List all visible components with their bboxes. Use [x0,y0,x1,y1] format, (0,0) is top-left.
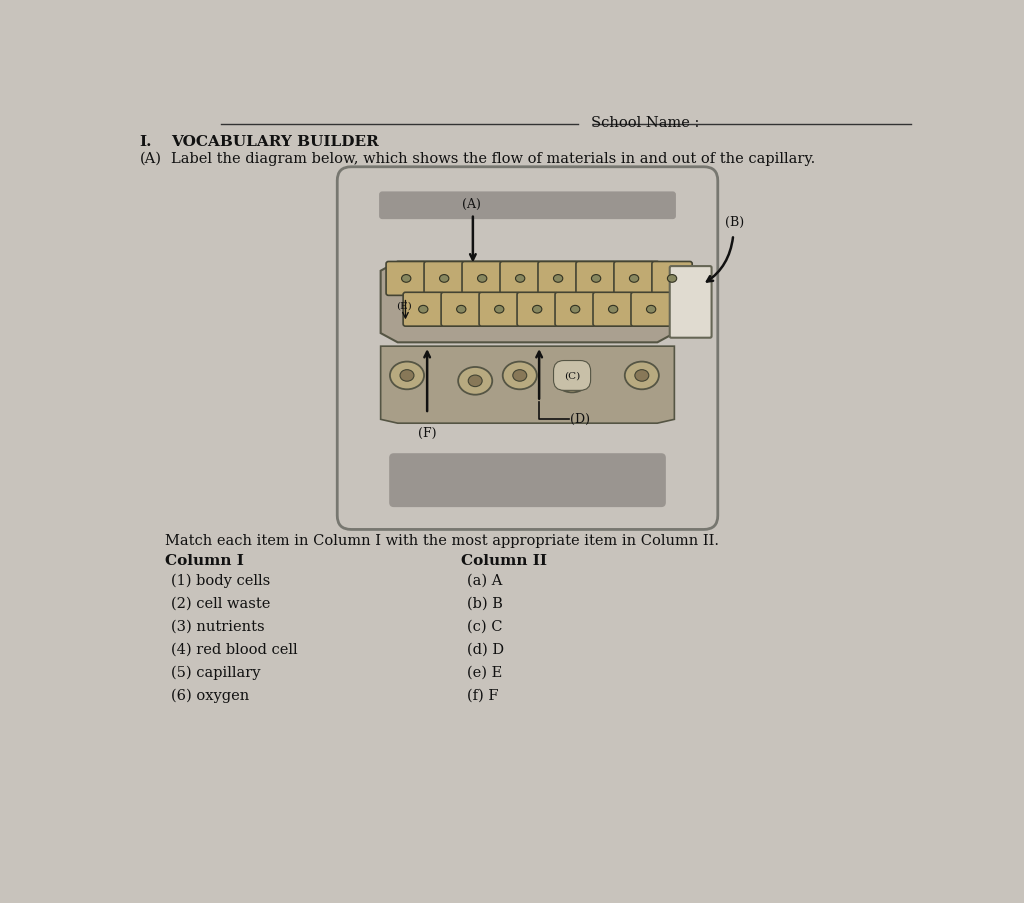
Ellipse shape [477,275,486,283]
Text: (a) A: (a) A [467,573,503,587]
FancyBboxPatch shape [424,262,464,296]
FancyBboxPatch shape [517,293,557,327]
Text: Column I: Column I [165,553,244,567]
FancyBboxPatch shape [479,293,519,327]
Ellipse shape [565,373,579,385]
Polygon shape [381,262,675,343]
Text: Match each item in Column I with the most appropriate item in Column II.: Match each item in Column I with the mos… [165,533,719,547]
Ellipse shape [668,275,677,283]
FancyBboxPatch shape [337,168,718,530]
FancyBboxPatch shape [614,262,654,296]
Text: (B): (B) [725,216,744,229]
Ellipse shape [401,275,411,283]
Text: (D): (D) [570,413,590,425]
Ellipse shape [570,306,580,313]
Ellipse shape [439,275,449,283]
Ellipse shape [532,306,542,313]
Ellipse shape [419,306,428,313]
FancyBboxPatch shape [593,293,633,327]
Text: I.: I. [139,135,153,149]
Text: (4) red blood cell: (4) red blood cell [171,642,298,656]
Ellipse shape [555,365,589,393]
Ellipse shape [592,275,601,283]
Text: (A): (A) [139,152,162,165]
Ellipse shape [608,306,617,313]
FancyBboxPatch shape [631,293,672,327]
FancyBboxPatch shape [379,192,676,220]
FancyBboxPatch shape [575,262,616,296]
FancyBboxPatch shape [462,262,503,296]
Text: (c) C: (c) C [467,619,503,633]
Text: (d) D: (d) D [467,642,505,656]
Text: School Name :: School Name : [592,116,699,130]
Ellipse shape [468,376,482,387]
Text: (2) cell waste: (2) cell waste [171,596,270,610]
Text: (E): (E) [396,302,412,311]
Ellipse shape [400,370,414,382]
Text: (b) B: (b) B [467,596,504,610]
Text: (C): (C) [564,371,581,380]
Text: (A): (A) [462,198,480,210]
FancyBboxPatch shape [441,293,481,327]
Ellipse shape [646,306,655,313]
Ellipse shape [390,362,424,390]
Text: (1) body cells: (1) body cells [171,573,270,587]
Ellipse shape [635,370,649,382]
FancyBboxPatch shape [403,293,443,327]
Text: Label the diagram below, which shows the flow of materials in and out of the cap: Label the diagram below, which shows the… [171,152,815,165]
Ellipse shape [458,368,493,396]
Text: (F): (F) [418,426,436,439]
Ellipse shape [630,275,639,283]
Text: (e) E: (e) E [467,666,503,679]
Text: (3) nutrients: (3) nutrients [171,619,265,633]
FancyBboxPatch shape [389,453,666,507]
Ellipse shape [457,306,466,313]
FancyBboxPatch shape [538,262,579,296]
FancyBboxPatch shape [500,262,541,296]
Text: (6) oxygen: (6) oxygen [171,688,250,703]
Ellipse shape [495,306,504,313]
Ellipse shape [515,275,525,283]
FancyBboxPatch shape [386,262,426,296]
Ellipse shape [503,362,537,390]
Text: Column II: Column II [461,553,547,567]
Ellipse shape [513,370,526,382]
Ellipse shape [554,275,563,283]
Polygon shape [381,347,675,424]
Text: (5) capillary: (5) capillary [171,666,261,680]
FancyBboxPatch shape [652,262,692,296]
Ellipse shape [625,362,658,390]
FancyBboxPatch shape [670,266,712,339]
FancyBboxPatch shape [555,293,595,327]
Text: VOCABULARY BUILDER: VOCABULARY BUILDER [171,135,379,149]
Text: (f) F: (f) F [467,688,499,703]
